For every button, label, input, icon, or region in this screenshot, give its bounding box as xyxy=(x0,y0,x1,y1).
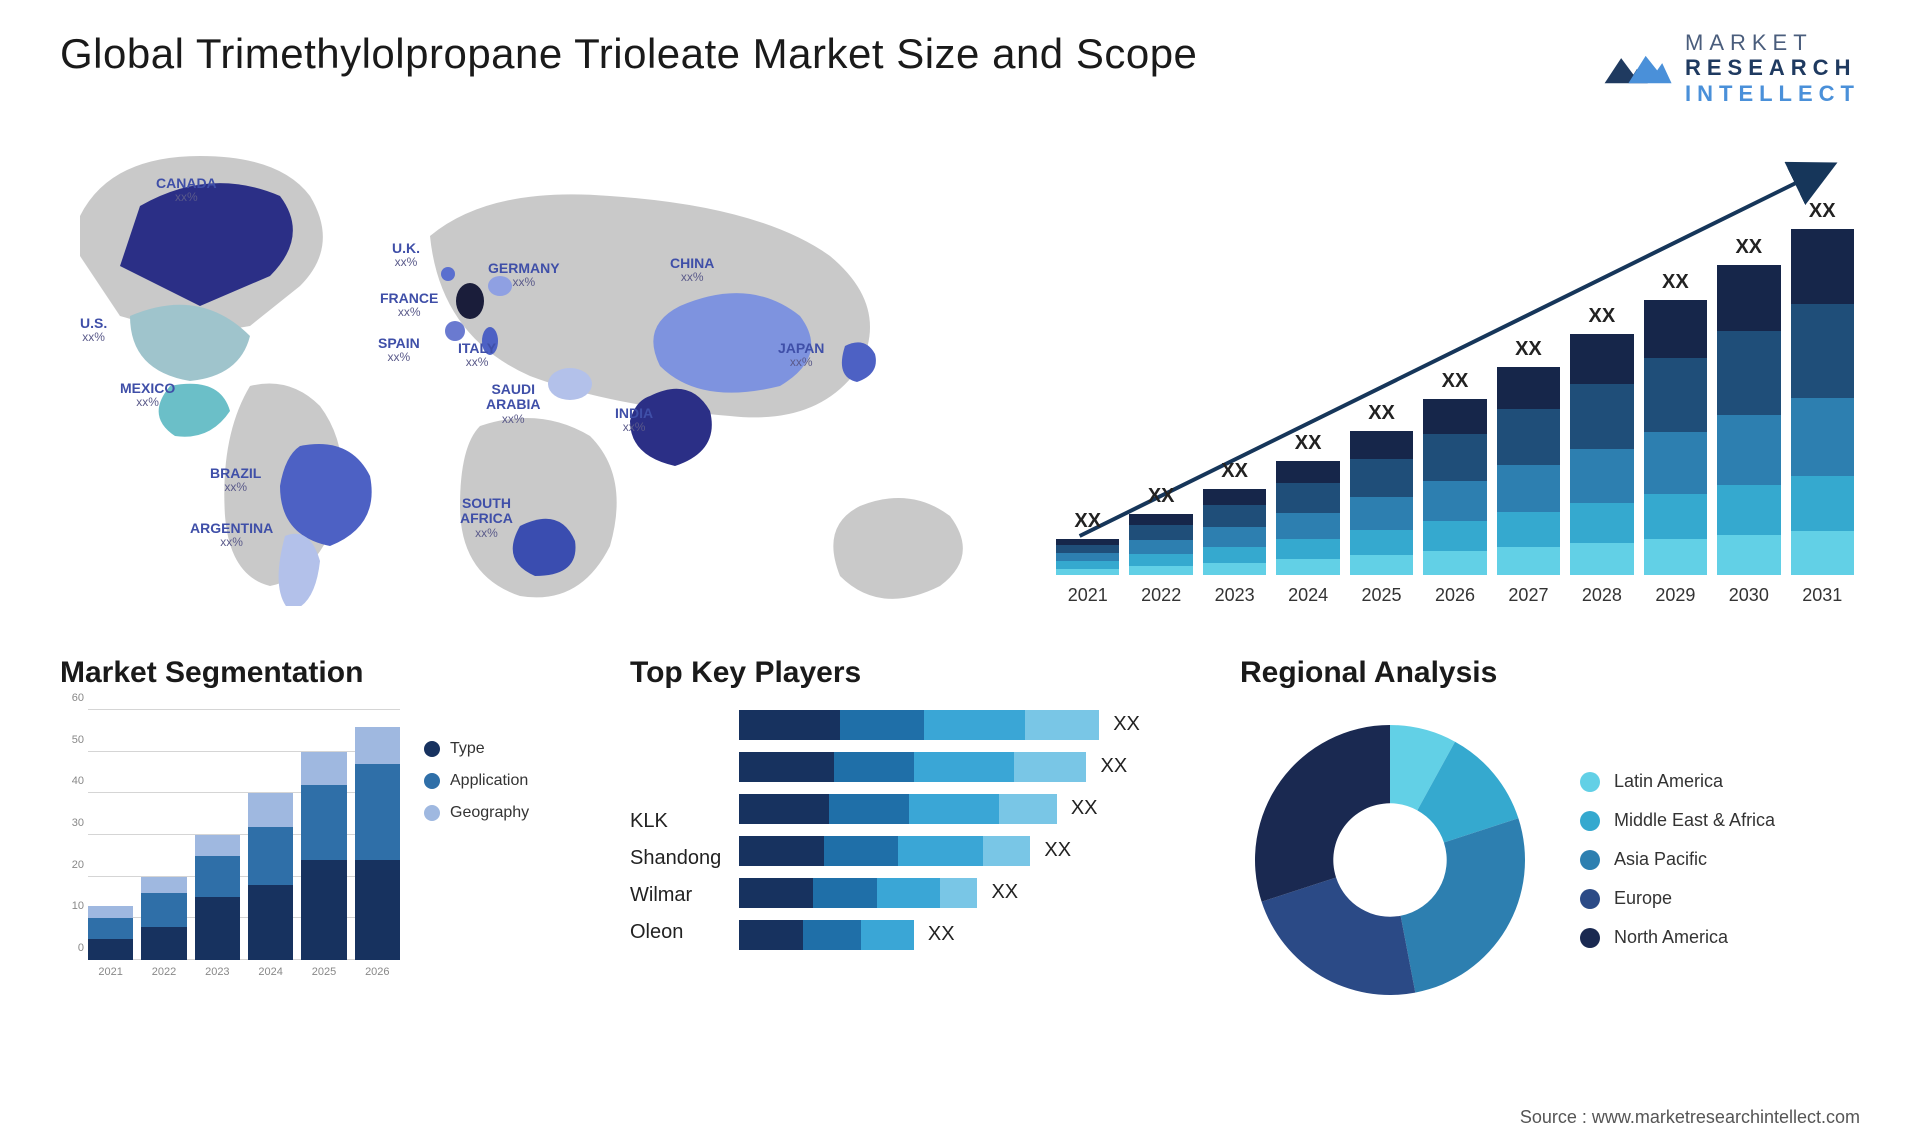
growth-bar: XX2028 xyxy=(1570,305,1633,606)
segmentation-bar xyxy=(141,877,186,960)
key-player-name: Shandong xyxy=(630,847,721,870)
map-label: FRANCExx% xyxy=(380,291,438,320)
key-player-bar: XX xyxy=(739,752,1190,782)
key-player-bar: XX xyxy=(739,836,1190,866)
growth-bar: XX2022 xyxy=(1129,485,1192,606)
map-label: SOUTHAFRICAxx% xyxy=(460,496,513,540)
brand-logo: MARKET RESEARCH INTELLECT xyxy=(1601,30,1860,106)
growth-bar: XX2025 xyxy=(1350,402,1413,606)
segmentation-panel: Market Segmentation 0102030405060 202120… xyxy=(60,656,580,1010)
segmentation-legend-item: Geography xyxy=(424,804,529,822)
donut-slice xyxy=(1401,818,1525,992)
region-title: Regional Analysis xyxy=(1240,656,1860,690)
map-label: GERMANYxx% xyxy=(488,261,560,290)
map-label: ARGENTINAxx% xyxy=(190,521,273,550)
map-label: CHINAxx% xyxy=(670,256,714,285)
growth-bar: XX2030 xyxy=(1717,236,1780,606)
region-legend-item: Middle East & Africa xyxy=(1580,810,1775,831)
map-label: MEXICOxx% xyxy=(120,381,175,410)
region-legend-item: Europe xyxy=(1580,888,1775,909)
segmentation-bar xyxy=(88,906,133,960)
key-players-chart: XX XX XX XX XX XX xyxy=(739,710,1190,950)
key-player-bar: XX xyxy=(739,878,1190,908)
growth-chart: XX2021XX2022XX2023XX2024XX2025XX2026XX20… xyxy=(1050,126,1860,606)
logo-line-2: RESEARCH xyxy=(1685,55,1860,80)
segmentation-bar xyxy=(248,793,293,960)
growth-bar: XX2029 xyxy=(1644,271,1707,606)
region-legend-item: North America xyxy=(1580,927,1775,948)
key-player-bar: XX xyxy=(739,920,1190,950)
key-players-panel: Top Key Players KLK Shandong Wilmar Oleon X… xyxy=(630,656,1190,1010)
key-player-bar: XX xyxy=(739,710,1190,740)
map-label: JAPANxx% xyxy=(778,341,824,370)
key-player-name: KLK xyxy=(630,810,721,833)
region-donut xyxy=(1240,710,1540,1010)
key-players-title: Top Key Players xyxy=(630,656,1190,690)
map-label: U.S.xx% xyxy=(80,316,107,345)
growth-bar: XX2027 xyxy=(1497,338,1560,606)
growth-bar: XX2031 xyxy=(1791,200,1854,606)
region-legend-item: Asia Pacific xyxy=(1580,849,1775,870)
segmentation-bar xyxy=(355,727,400,960)
donut-slice xyxy=(1255,725,1390,902)
donut-slice xyxy=(1262,877,1416,994)
map-label: CANADAxx% xyxy=(156,176,217,205)
growth-bar: XX2026 xyxy=(1423,370,1486,606)
page-title: Global Trimethylolpropane Trioleate Mark… xyxy=(60,30,1197,78)
key-player-name: Oleon xyxy=(630,921,721,944)
map-label: SAUDIARABIAxx% xyxy=(486,382,540,426)
segmentation-bar xyxy=(301,752,346,960)
segmentation-chart: 0102030405060 202120222023202420252026 xyxy=(60,710,400,990)
map-label: BRAZILxx% xyxy=(210,466,261,495)
segmentation-bar xyxy=(195,835,240,960)
growth-bar: XX2021 xyxy=(1056,510,1119,606)
logo-line-1: MARKET xyxy=(1685,30,1860,55)
source-line: Source : www.marketresearchintellect.com xyxy=(1520,1107,1860,1128)
map-label: U.K.xx% xyxy=(392,241,420,270)
key-player-name: Wilmar xyxy=(630,884,721,907)
region-legend-item: Latin America xyxy=(1580,771,1775,792)
logo-line-3: INTELLECT xyxy=(1685,81,1860,106)
key-player-bar: XX xyxy=(739,794,1190,824)
map-label: SPAINxx% xyxy=(378,336,420,365)
growth-bar: XX2024 xyxy=(1276,432,1339,606)
segmentation-title: Market Segmentation xyxy=(60,656,580,690)
segmentation-legend-item: Type xyxy=(424,740,529,758)
segmentation-legend-item: Application xyxy=(424,772,529,790)
growth-bar: XX2023 xyxy=(1203,460,1266,606)
region-panel: Regional Analysis Latin America Middle Ea… xyxy=(1240,656,1860,1010)
world-map: CANADAxx% U.S.xx% MEXICOxx% BRAZILxx% ARGENT… xyxy=(60,126,1010,606)
map-label: ITALYxx% xyxy=(458,341,496,370)
map-label: INDIAxx% xyxy=(615,406,653,435)
